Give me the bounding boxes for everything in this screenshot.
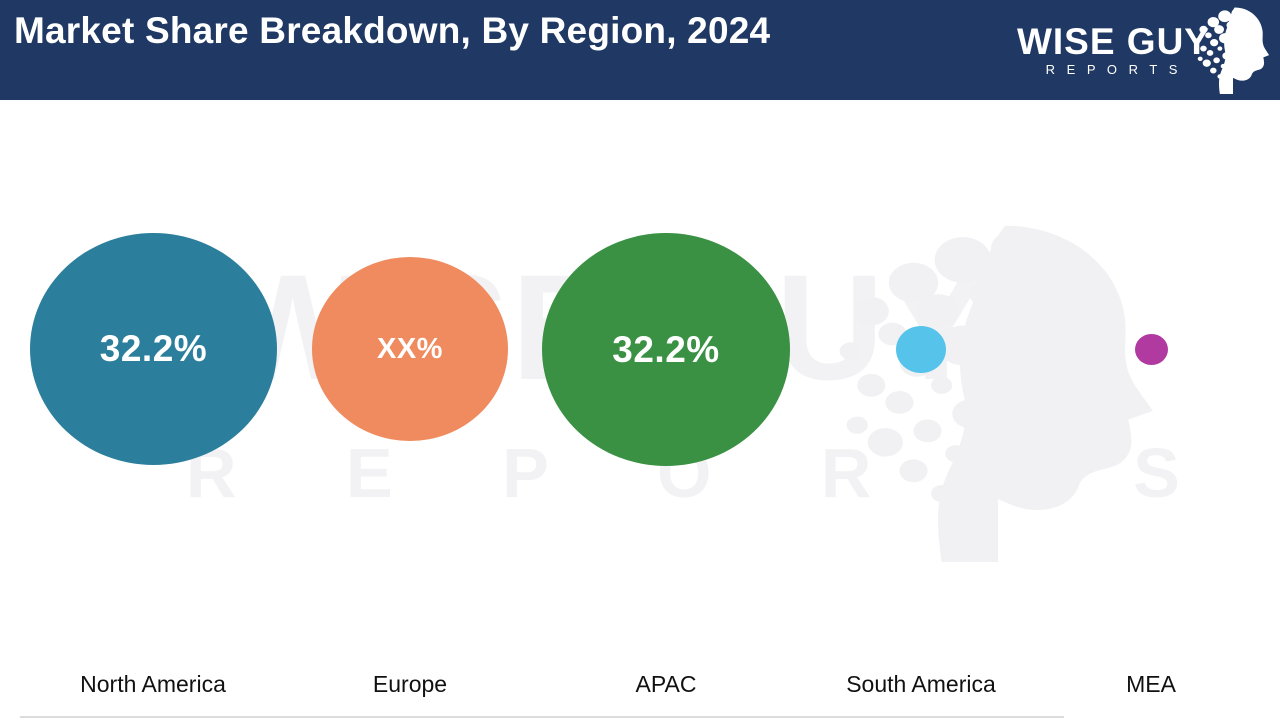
wiseguy-logo: WISE GUY R E P O R T S [1017, 2, 1274, 98]
bubble-europe: XX% [312, 257, 508, 441]
category-label-south-america: South America [846, 671, 996, 697]
page-title: Market Share Breakdown, By Region, 2024 [14, 10, 771, 51]
bubble-value-apac: 32.2% [612, 328, 720, 370]
bubble-value-europe: XX% [377, 332, 443, 365]
bubble-value-north-america: 32.2% [99, 328, 208, 369]
header-bar: Market Share Breakdown, By Region, 2024 … [0, 0, 1280, 100]
logo-name: WISE GUY [1016, 20, 1210, 62]
bubble-apac: 32.2% [542, 233, 790, 466]
category-label-north-america: North America [80, 671, 226, 697]
axis-baseline [20, 716, 1064, 718]
category-label-mea: MEA [1126, 671, 1176, 697]
logo-text-block: WISE GUY R E P O R T S [1016, 20, 1210, 78]
bubble-north-america: 32.2% [30, 233, 277, 465]
logo-subtitle: R E P O R T S [1045, 62, 1182, 78]
category-label-europe: Europe [372, 671, 448, 697]
category-label-apac: APAC [635, 671, 697, 697]
